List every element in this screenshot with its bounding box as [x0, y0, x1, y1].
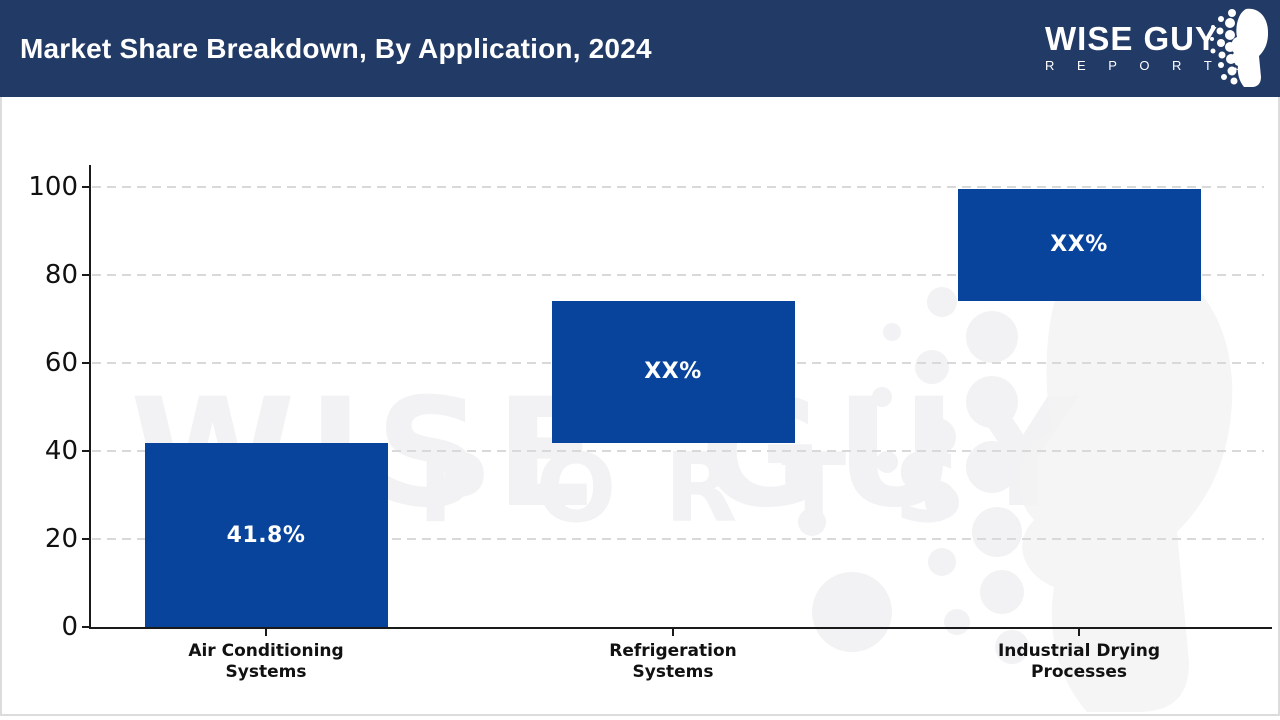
y-tick-60 [82, 362, 90, 364]
gridline-80 [92, 274, 1264, 276]
gridline-20 [92, 538, 1264, 540]
logo-wordmark: WISE GUY [1045, 20, 1219, 57]
gridline-40 [92, 450, 1264, 452]
x-tick-0 [265, 629, 267, 636]
y-tick-label: 80 [44, 260, 78, 290]
header-bar: Market Share Breakdown, By Application, … [0, 0, 1280, 97]
y-tick-40 [82, 450, 90, 452]
y-tick-label: 40 [44, 436, 78, 466]
category-label-line: Refrigeration [609, 641, 737, 661]
y-tick-100 [82, 186, 90, 188]
x-axis-line [89, 627, 1272, 629]
y-tick-label: 60 [44, 348, 78, 378]
category-label-line: Systems [225, 662, 307, 682]
bar-industrial-drying: XX% [957, 188, 1201, 301]
x-tick-1 [672, 629, 674, 636]
category-label: Air Conditioning Systems [136, 641, 396, 683]
y-tick-80 [82, 274, 90, 276]
category-label: Industrial Drying Processes [949, 641, 1209, 683]
category-label-line: Processes [1030, 662, 1127, 682]
bar-value-label: XX% [1050, 232, 1108, 258]
y-tick-0 [82, 626, 90, 628]
y-tick-label: 20 [44, 524, 78, 554]
y-axis-line [89, 165, 91, 629]
y-tick-label: 100 [28, 172, 78, 202]
gridline-100 [92, 186, 1264, 188]
page-title: Market Share Breakdown, By Application, … [20, 33, 652, 64]
category-label: Refrigeration Systems [543, 641, 803, 683]
wiseguy-face-icon [1210, 8, 1269, 88]
category-label-line: Industrial Drying [997, 641, 1161, 661]
category-label-line: Air Conditioning [188, 641, 344, 661]
logo-subtitle: R E P O R T S [1045, 58, 1253, 73]
bar-air-conditioning: 41.8% [144, 443, 388, 627]
category-label-line: Systems [632, 662, 714, 682]
chart-panel: WISE GUY REPORTS 0 20 40 60 80 100 41.8% Air Co… [0, 97, 1280, 716]
x-tick-2 [1078, 629, 1080, 636]
y-tick-20 [82, 538, 90, 540]
y-tick-label: 0 [61, 612, 78, 642]
bar-refrigeration: XX% [551, 300, 795, 444]
wiseguy-logo: WISE GUY R E P O R T S [1045, 22, 1252, 72]
bar-value-label: 41.8% [226, 522, 306, 548]
bar-value-label: XX% [644, 359, 702, 385]
